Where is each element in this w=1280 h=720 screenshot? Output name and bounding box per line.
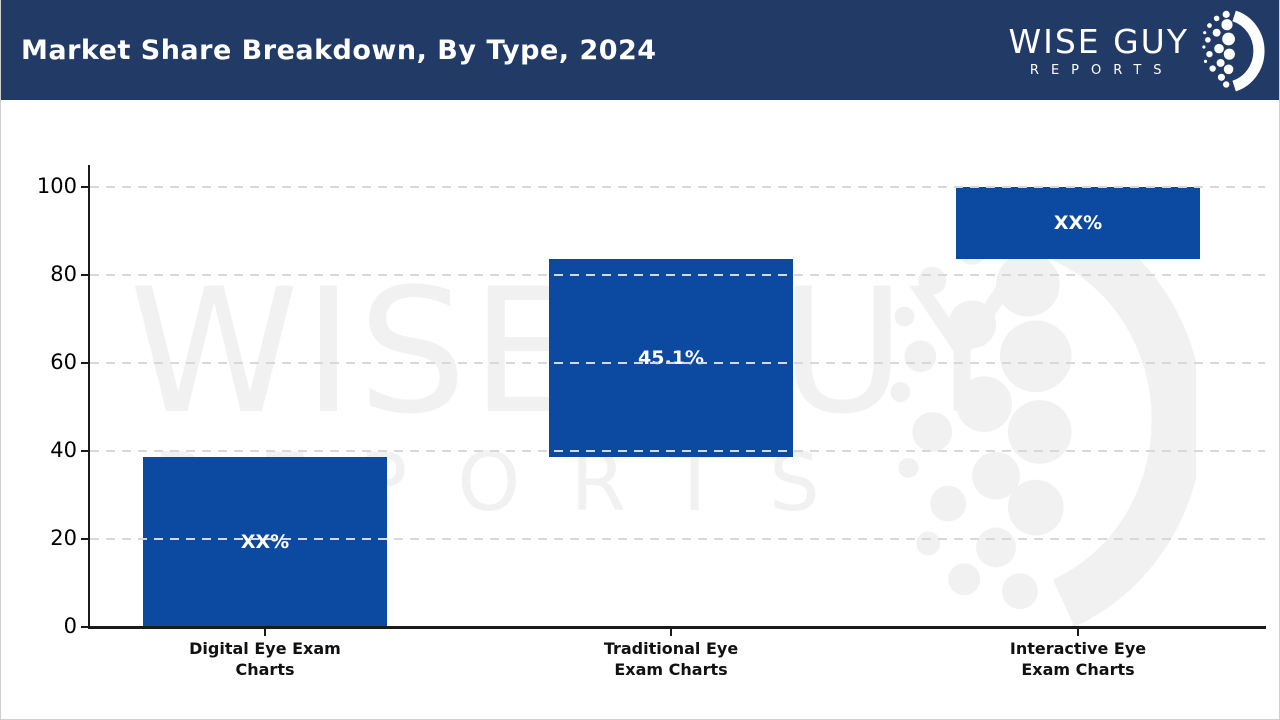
y-tick-mark <box>81 450 88 452</box>
bar-interactive-eye-exam-charts <box>956 187 1200 259</box>
logo-brand-text: WISE GUY <box>1008 22 1189 61</box>
gridline <box>90 450 1265 452</box>
bar-value-label: 45.1% <box>638 346 704 369</box>
gridline <box>90 274 1265 276</box>
y-axis-line <box>88 165 90 629</box>
y-tick-label: 40 <box>50 438 77 462</box>
logo-dotted-head-icon <box>1202 10 1265 92</box>
page-title: Market Share Breakdown, By Type, 2024 <box>21 34 657 66</box>
y-tick-mark <box>81 186 88 188</box>
y-tick-mark <box>81 274 88 276</box>
bar-traditional-eye-exam-charts <box>549 258 793 458</box>
gridline <box>90 362 1265 364</box>
watermark-dotted-head-icon <box>890 212 1196 627</box>
bar-value-label: XX% <box>240 531 290 554</box>
y-tick-label: 0 <box>63 614 77 638</box>
x-tick-mark <box>1077 629 1079 636</box>
x-tick-mark <box>670 629 672 636</box>
gridline <box>90 538 1265 540</box>
brand-logo: WISE GUY REPORTS <box>1008 8 1271 94</box>
x-tick-mark <box>264 629 266 636</box>
x-category-label: Interactive Eye Exam Charts <box>1009 639 1147 679</box>
y-tick-mark <box>81 538 88 540</box>
y-tick-mark <box>81 626 88 628</box>
y-tick-label: 60 <box>50 350 77 374</box>
header-bar: Market Share Breakdown, By Type, 2024 WI… <box>1 0 1279 100</box>
y-tick-label: 20 <box>50 526 77 550</box>
bar-value-label: XX% <box>1053 211 1103 234</box>
x-axis-line <box>88 626 1266 629</box>
gridline <box>90 186 1265 188</box>
y-tick-mark <box>81 362 88 364</box>
bar-digital-eye-exam-charts <box>143 457 387 627</box>
y-tick-label: 80 <box>50 262 77 286</box>
x-category-label: Digital Eye Exam Charts <box>189 639 341 679</box>
logo-sub-text: REPORTS <box>1029 63 1174 78</box>
x-category-label: Traditional Eye Exam Charts <box>603 639 739 679</box>
y-tick-label: 100 <box>36 174 77 198</box>
